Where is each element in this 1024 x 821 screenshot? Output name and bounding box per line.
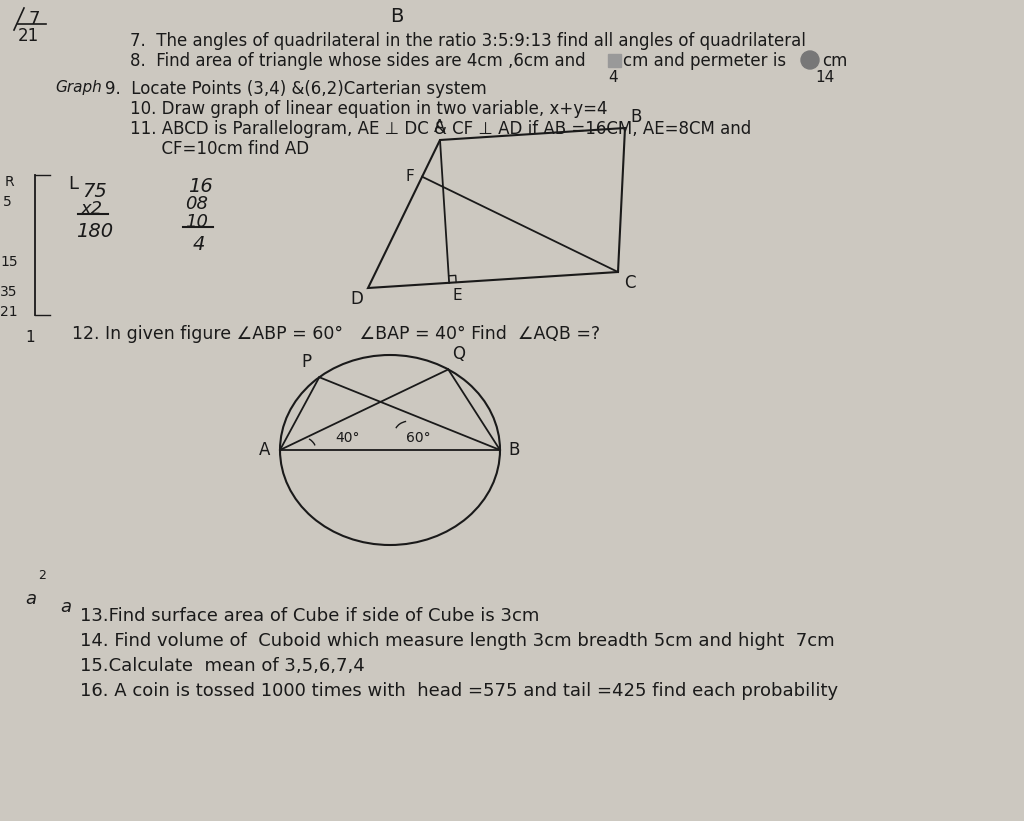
Text: cm: cm <box>822 52 848 70</box>
Text: 15: 15 <box>0 255 17 269</box>
Text: CF=10cm find AD: CF=10cm find AD <box>130 140 309 158</box>
Circle shape <box>801 51 819 69</box>
Text: D: D <box>350 290 362 308</box>
Text: 14: 14 <box>815 70 835 85</box>
Text: Q: Q <box>453 346 465 364</box>
Text: 7: 7 <box>28 10 40 28</box>
Text: 40°: 40° <box>336 431 360 445</box>
Text: 4: 4 <box>193 235 206 254</box>
Text: 10. Draw graph of linear equation in two variable, x+y=4: 10. Draw graph of linear equation in two… <box>130 100 607 118</box>
Text: 10: 10 <box>185 213 208 231</box>
Text: L: L <box>68 175 78 193</box>
Text: 13.Find surface area of Cube if side of Cube is 3cm: 13.Find surface area of Cube if side of … <box>80 607 540 625</box>
Text: B: B <box>630 108 641 126</box>
Text: 7.  The angles of quadrilateral in the ratio 3:5:9:13 find all angles of quadril: 7. The angles of quadrilateral in the ra… <box>130 32 806 50</box>
Text: P: P <box>301 353 311 371</box>
Text: A: A <box>434 118 445 136</box>
Text: 75: 75 <box>82 182 106 201</box>
Text: x2: x2 <box>80 200 102 218</box>
Text: 16. A coin is tossed 1000 times with  head =575 and tail =425 find each probabil: 16. A coin is tossed 1000 times with hea… <box>80 682 838 700</box>
Text: 12. In given figure ∠ABP = 60°   ∠BAP = 40° Find  ∠AQB =?: 12. In given figure ∠ABP = 60° ∠BAP = 40… <box>72 325 600 343</box>
Text: 16: 16 <box>188 177 213 196</box>
Text: A: A <box>259 441 270 459</box>
Text: B: B <box>390 7 403 26</box>
Text: C: C <box>624 274 636 292</box>
Text: 21: 21 <box>18 27 39 45</box>
Text: 21: 21 <box>0 305 17 319</box>
Text: 180: 180 <box>76 222 113 241</box>
Text: 15.Calculate  mean of 3,5,6,7,4: 15.Calculate mean of 3,5,6,7,4 <box>80 657 365 675</box>
Text: cm and permeter is: cm and permeter is <box>623 52 786 70</box>
Text: 14. Find volume of  Cuboid which measure length 3cm breadth 5cm and hight  7cm: 14. Find volume of Cuboid which measure … <box>80 632 835 650</box>
Text: R: R <box>5 175 14 189</box>
Text: 35: 35 <box>0 285 17 299</box>
Text: 9.  Locate Points (3,4) &(6,2)Carterian system: 9. Locate Points (3,4) &(6,2)Carterian s… <box>105 80 486 98</box>
Text: 4: 4 <box>608 70 617 85</box>
Text: E: E <box>453 288 462 303</box>
Text: 11. ABCD is Parallelogram, AE ⊥ DC & CF ⊥ AD if AB =16CM, AE=8CM and: 11. ABCD is Parallelogram, AE ⊥ DC & CF … <box>130 120 752 138</box>
Text: a: a <box>60 598 71 616</box>
Text: a: a <box>25 590 36 608</box>
Text: 2: 2 <box>38 569 46 582</box>
Text: 60°: 60° <box>406 431 430 445</box>
Text: 1: 1 <box>25 330 35 345</box>
Text: Graph: Graph <box>55 80 101 95</box>
Text: 5: 5 <box>3 195 11 209</box>
Text: 8.  Find area of triangle whose sides are 4cm ,6cm and: 8. Find area of triangle whose sides are… <box>130 52 586 70</box>
Text: F: F <box>406 169 414 184</box>
Text: B: B <box>508 441 519 459</box>
Text: 08: 08 <box>185 195 208 213</box>
Bar <box>608 54 621 67</box>
